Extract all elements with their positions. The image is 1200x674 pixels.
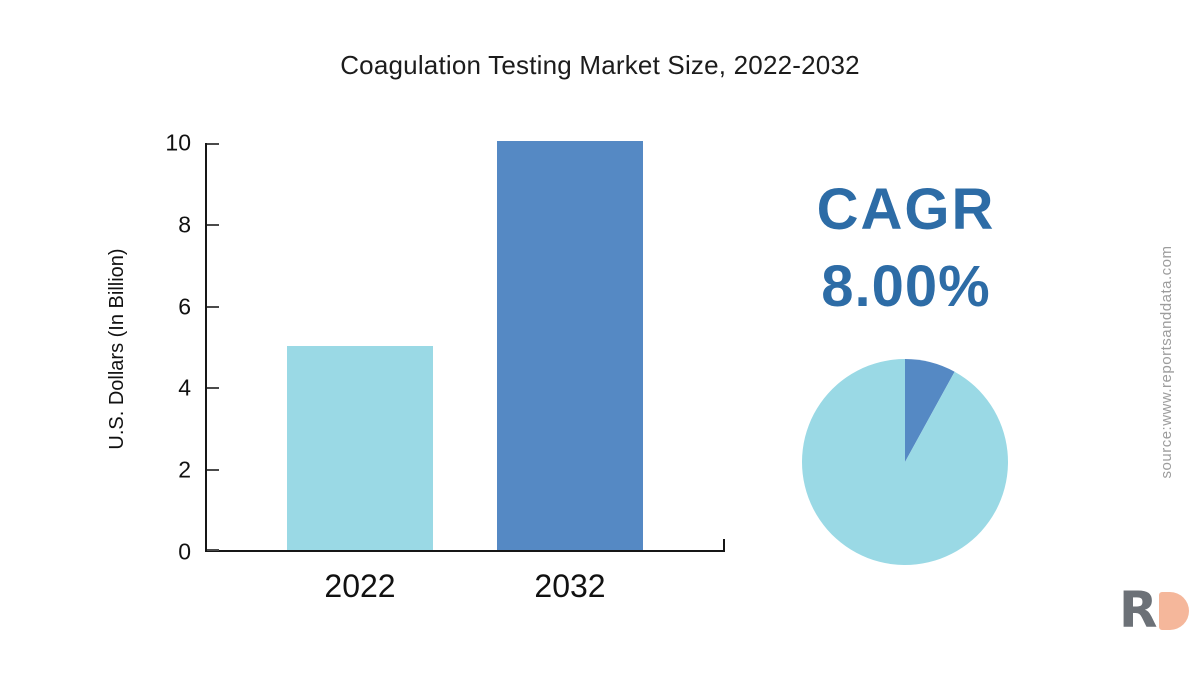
cagr-block: CAGR 8.00% [756, 172, 1056, 325]
pie-slice [905, 359, 955, 462]
cagr-value: 8.00% [821, 253, 991, 319]
y-tick-mark [207, 305, 219, 308]
y-tick-label: 8 [178, 211, 191, 238]
pie-slice [802, 359, 1009, 565]
cagr-label: CAGR [816, 177, 996, 242]
chart-title: Coagulation Testing Market Size, 2022-20… [340, 50, 860, 80]
y-tick-label: 10 [165, 129, 191, 156]
x-tick-label: 2032 [534, 568, 606, 604]
source-attribution: source:www.reportsanddata.com [1158, 245, 1175, 479]
y-tick-label: 6 [178, 293, 191, 320]
bar-2022 [287, 345, 433, 550]
bar-plot-area: 0 2 4 6 8 10 2022 2032 [165, 130, 725, 604]
pie-chart [799, 356, 1011, 568]
logo-letter-r: R [1119, 581, 1158, 639]
y-tick-mark [207, 387, 219, 390]
y-tick-mark [207, 469, 219, 472]
y-tick-label: 2 [178, 456, 191, 483]
brand-logo: R [1119, 581, 1189, 639]
logo-letter-d-shape [1158, 591, 1189, 630]
y-axis-label: U.S. Dollars (In Billion) [106, 248, 128, 450]
bar-2032 [497, 141, 643, 550]
y-tick-mark [207, 143, 219, 145]
y-tick-label: 4 [178, 374, 191, 401]
y-tick-label: 0 [178, 538, 191, 565]
pie-chart-svg [802, 359, 1009, 565]
x-tick-label: 2022 [324, 568, 396, 604]
y-tick-mark [207, 549, 219, 551]
x-axis-end-tick [723, 539, 725, 550]
y-tick-mark [207, 223, 219, 226]
